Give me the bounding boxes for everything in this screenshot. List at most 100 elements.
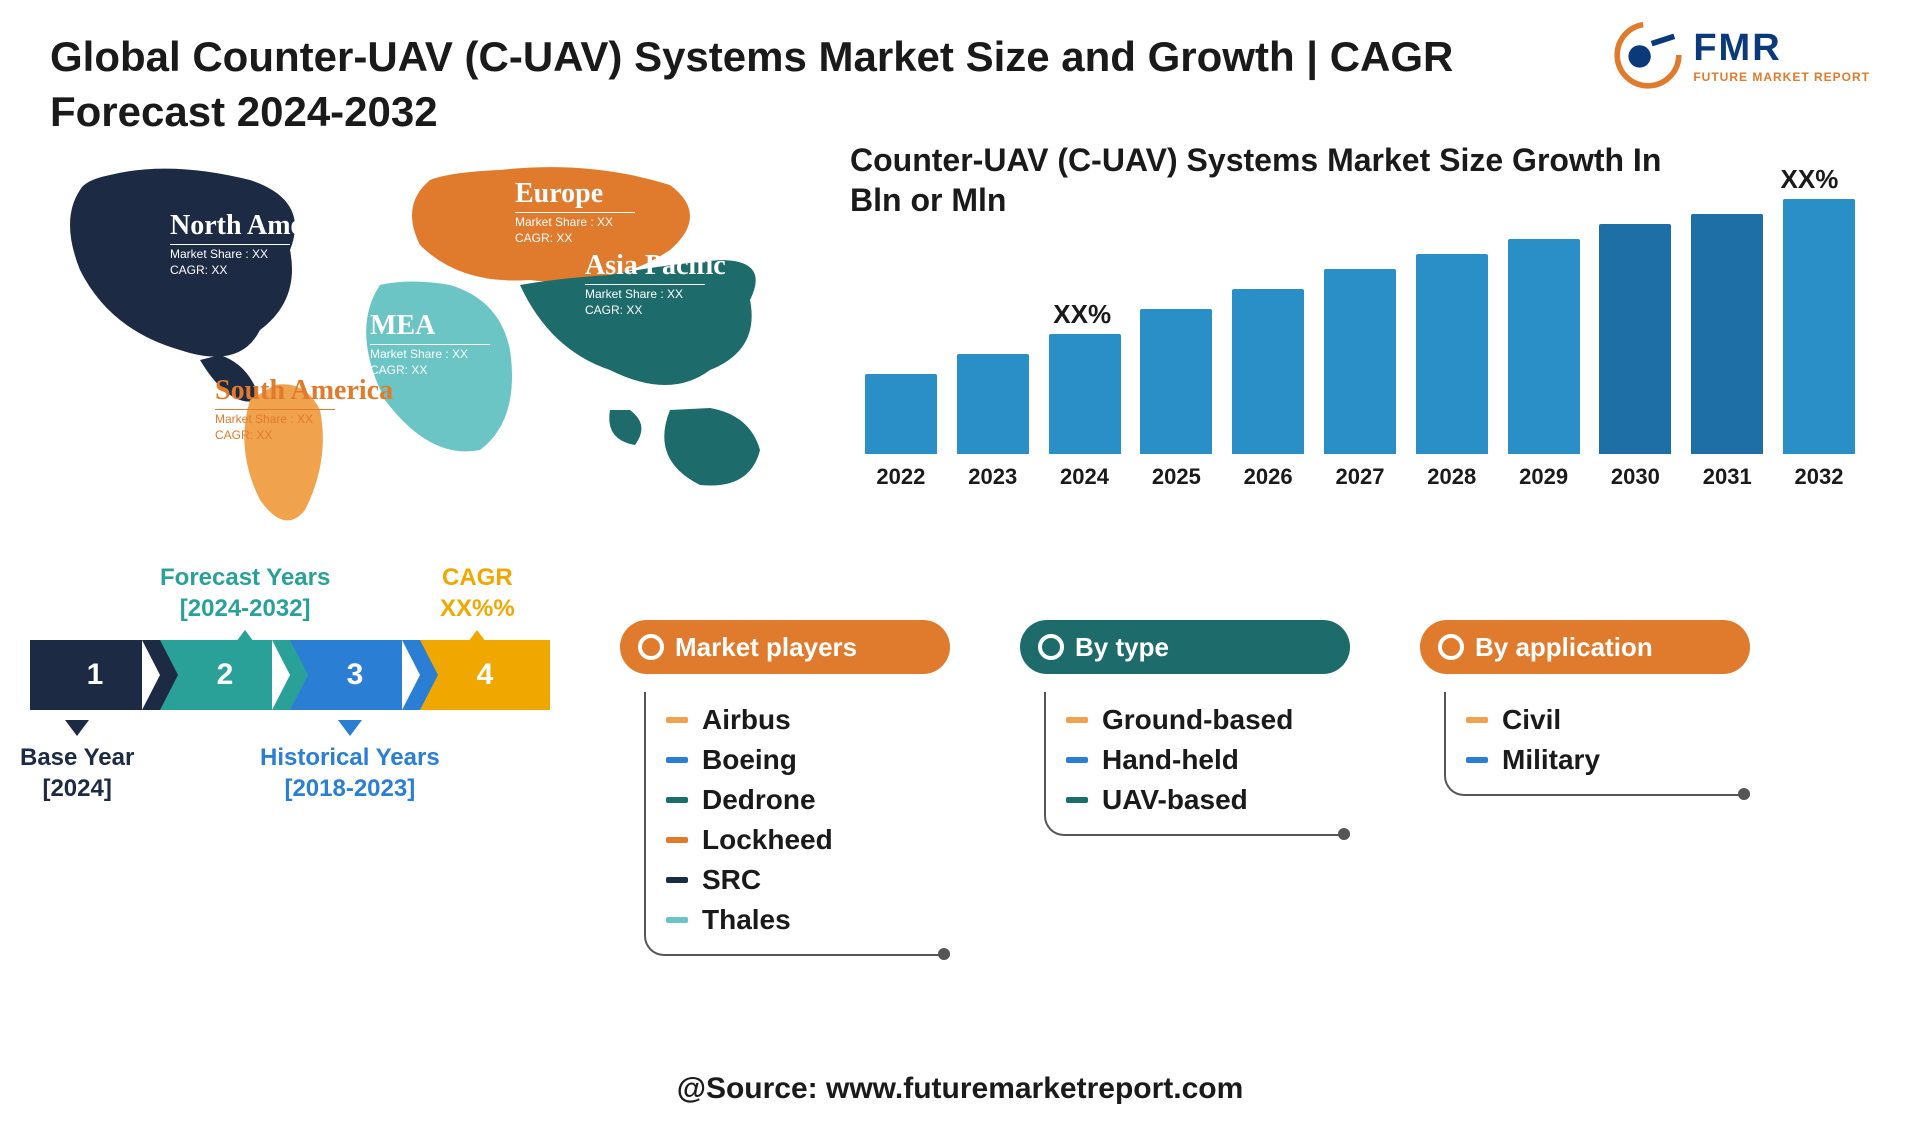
region-cagr: CAGR: XX [585,303,726,317]
region-label-north-america: North America Market Share : XX CAGR: XX [170,210,350,277]
item-label: Ground-based [1102,704,1293,736]
growth-bar-chart: Counter-UAV (C-UAV) Systems Market Size … [850,140,1870,540]
bar-2027: 2027 [1319,269,1401,490]
step-4: 4 [420,640,550,710]
list-item: Lockheed [646,820,950,860]
bar-rect [1783,199,1855,454]
region-share: Market Share : XX [170,247,350,261]
bar-rect [1691,214,1763,454]
triangle-down-icon [65,720,89,736]
region-name: South America [215,375,393,407]
item-label: Dedrone [702,784,816,816]
region-label-south-america: South America Market Share : XX CAGR: XX [215,375,393,442]
region-share: Market Share : XX [515,215,635,229]
step-row: 1234 [30,640,550,710]
list-item: SRC [646,860,950,900]
dash-icon [1066,797,1088,803]
category-pill: By application [1420,620,1750,674]
bar-2028: 2028 [1411,254,1493,490]
bar-year-label: 2023 [968,464,1017,490]
page-header: Global Counter-UAV (C-UAV) Systems Marke… [50,30,1620,139]
dash-icon [1466,717,1488,723]
dash-icon [666,917,688,923]
bar-rect [1416,254,1488,454]
cagr-range: XX%% [440,593,515,624]
forecast-title: Forecast Years [160,562,330,593]
bar-rect [957,354,1029,454]
bar-year-label: 2031 [1703,464,1752,490]
category-by-type: By type Ground-based Hand-held UAV-based [1020,620,1350,836]
region-name: MEA [370,310,490,342]
hist-range: [2018-2023] [260,773,440,804]
bar-2023: 2023 [952,354,1034,490]
bar-2032: 2032 [1778,199,1860,490]
bar-2029: 2029 [1503,239,1585,490]
item-label: SRC [702,864,761,896]
logo-text-sub: FUTURE MARKET REPORT [1693,70,1870,84]
list-item: Hand-held [1046,740,1350,780]
bar-year-label: 2032 [1795,464,1844,490]
fmr-logo: FMR FUTURE MARKET REPORT [1613,20,1870,90]
logo-text-main: FMR [1693,27,1870,70]
list-item: UAV-based [1046,780,1350,820]
dash-icon [666,877,688,883]
category-list: AirbusBoeingDedroneLockheedSRCThales [644,692,950,956]
base-title: Base Year [20,742,134,773]
item-label: Military [1502,744,1600,776]
chart-area: 2022 2023 2024 2025 2026 2027 2028 2029 … [850,230,1870,490]
item-label: Boeing [702,744,797,776]
item-label: Civil [1502,704,1561,736]
region-label-asia-pacific: Asia Pacific Market Share : XX CAGR: XX [585,250,726,317]
bar-rect [865,374,937,454]
category-list: Ground-based Hand-held UAV-based [1044,692,1350,836]
bar-2024: 2024 [1044,334,1126,490]
region-label-europe: Europe Market Share : XX CAGR: XX [515,178,635,245]
region-cagr: CAGR: XX [515,231,635,245]
list-item: Boeing [646,740,950,780]
hist-title: Historical Years [260,742,440,773]
region-share: Market Share : XX [370,347,490,361]
dash-icon [1466,757,1488,763]
bar-rect [1140,309,1212,454]
region-share: Market Share : XX [585,287,726,301]
bar-year-label: 2024 [1060,464,1109,490]
region-label-mea: MEA Market Share : XX CAGR: XX [370,310,490,377]
base-year-label: Base Year [2024] [20,720,134,804]
bar-2026: 2026 [1227,289,1309,490]
category-list: Civil Military [1444,692,1750,796]
cagr-title: CAGR [440,562,515,593]
cagr-label: CAGR XX%% [440,562,515,646]
region-name: Asia Pacific [585,250,726,282]
bar-year-label: 2022 [876,464,925,490]
bar-rect [1232,289,1304,454]
region-share: Market Share : XX [215,412,393,426]
item-label: Hand-held [1102,744,1239,776]
list-item: Civil [1446,700,1750,740]
bar-year-label: 2026 [1244,464,1293,490]
bar-2022: 2022 [860,374,942,490]
bar-2025: 2025 [1135,309,1217,490]
region-north-america [70,169,295,402]
region-cagr: CAGR: XX [170,263,350,277]
category-pill: Market players [620,620,950,674]
step-3: 3 [290,640,420,710]
item-label: Airbus [702,704,791,736]
dash-icon [666,717,688,723]
item-label: Lockheed [702,824,833,856]
category-pill: By type [1020,620,1350,674]
region-cagr: CAGR: XX [215,428,393,442]
world-map: North America Market Share : XX CAGR: XX… [50,150,810,540]
bar-year-label: 2028 [1427,464,1476,490]
list-item: Dedrone [646,780,950,820]
bar-rect [1049,334,1121,454]
chart-title: Counter-UAV (C-UAV) Systems Market Size … [850,140,1870,220]
page-title: Global Counter-UAV (C-UAV) Systems Marke… [50,30,1620,139]
forecast-range: [2024-2032] [160,593,330,624]
chart-annotation: XX% [1053,299,1111,330]
bar-rect [1508,239,1580,454]
source-attribution: @Source: www.futuremarketreport.com [0,1072,1920,1106]
bar-year-label: 2025 [1152,464,1201,490]
triangle-down-icon [338,720,362,736]
bar-year-label: 2030 [1611,464,1660,490]
list-item: Military [1446,740,1750,780]
